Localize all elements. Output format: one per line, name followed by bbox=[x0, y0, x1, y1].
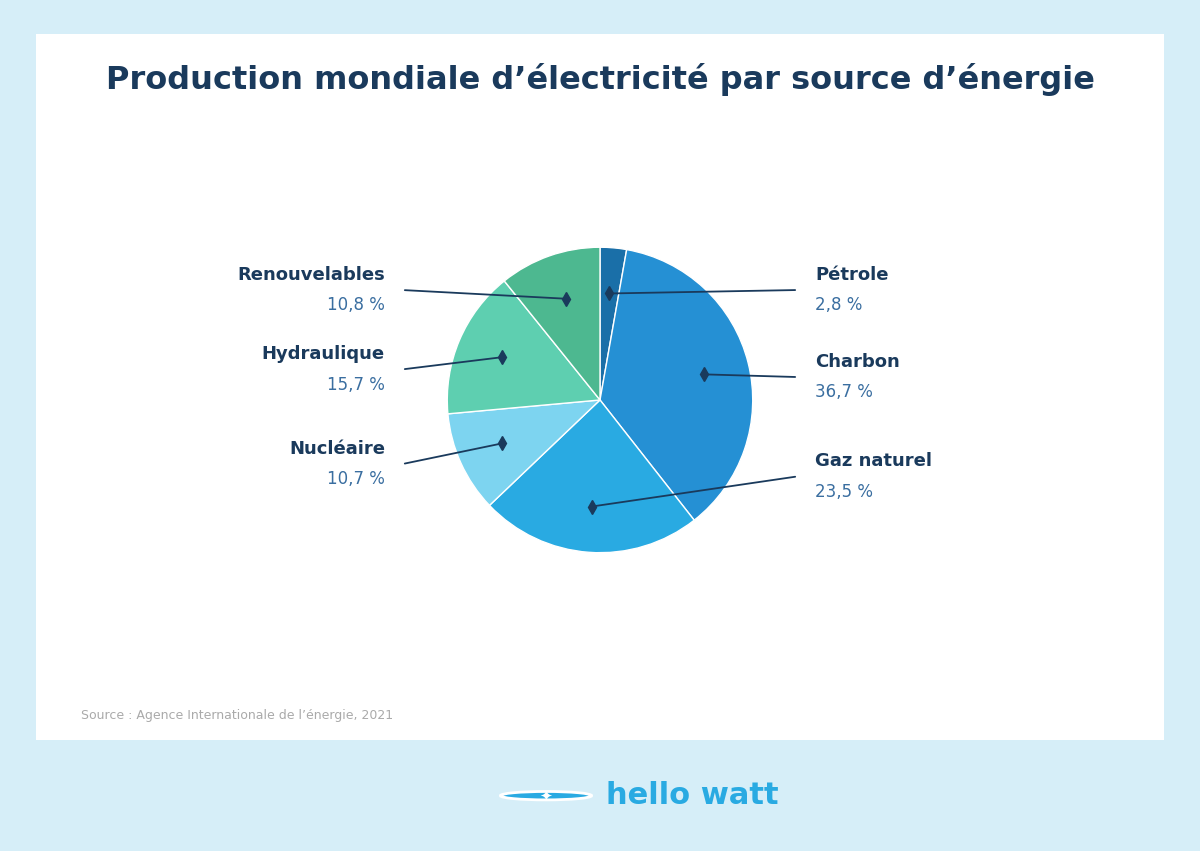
Text: Charbon: Charbon bbox=[815, 353, 900, 371]
Text: Source : Agence Internationale de l’énergie, 2021: Source : Agence Internationale de l’éner… bbox=[82, 709, 394, 722]
Wedge shape bbox=[448, 281, 600, 414]
Text: 2,8 %: 2,8 % bbox=[815, 296, 863, 314]
Text: ✦: ✦ bbox=[540, 788, 552, 803]
Text: 23,5 %: 23,5 % bbox=[815, 483, 874, 500]
Wedge shape bbox=[490, 400, 695, 552]
Wedge shape bbox=[448, 400, 600, 505]
Text: 10,7 %: 10,7 % bbox=[328, 471, 385, 488]
Text: Pétrole: Pétrole bbox=[815, 266, 889, 283]
Wedge shape bbox=[504, 248, 600, 400]
Text: hello watt: hello watt bbox=[606, 781, 779, 810]
Text: 10,8 %: 10,8 % bbox=[328, 296, 385, 314]
Text: 15,7 %: 15,7 % bbox=[328, 375, 385, 394]
Text: Gaz naturel: Gaz naturel bbox=[815, 452, 932, 470]
Circle shape bbox=[500, 791, 592, 800]
Text: Renouvelables: Renouvelables bbox=[238, 266, 385, 283]
Text: Nucléaire: Nucléaire bbox=[289, 440, 385, 458]
Wedge shape bbox=[600, 249, 752, 520]
Text: Hydraulique: Hydraulique bbox=[262, 346, 385, 363]
Text: 36,7 %: 36,7 % bbox=[815, 383, 872, 402]
Text: Production mondiale d’électricité par source d’énergie: Production mondiale d’électricité par so… bbox=[106, 64, 1094, 96]
FancyBboxPatch shape bbox=[13, 20, 1187, 755]
Wedge shape bbox=[600, 248, 626, 400]
